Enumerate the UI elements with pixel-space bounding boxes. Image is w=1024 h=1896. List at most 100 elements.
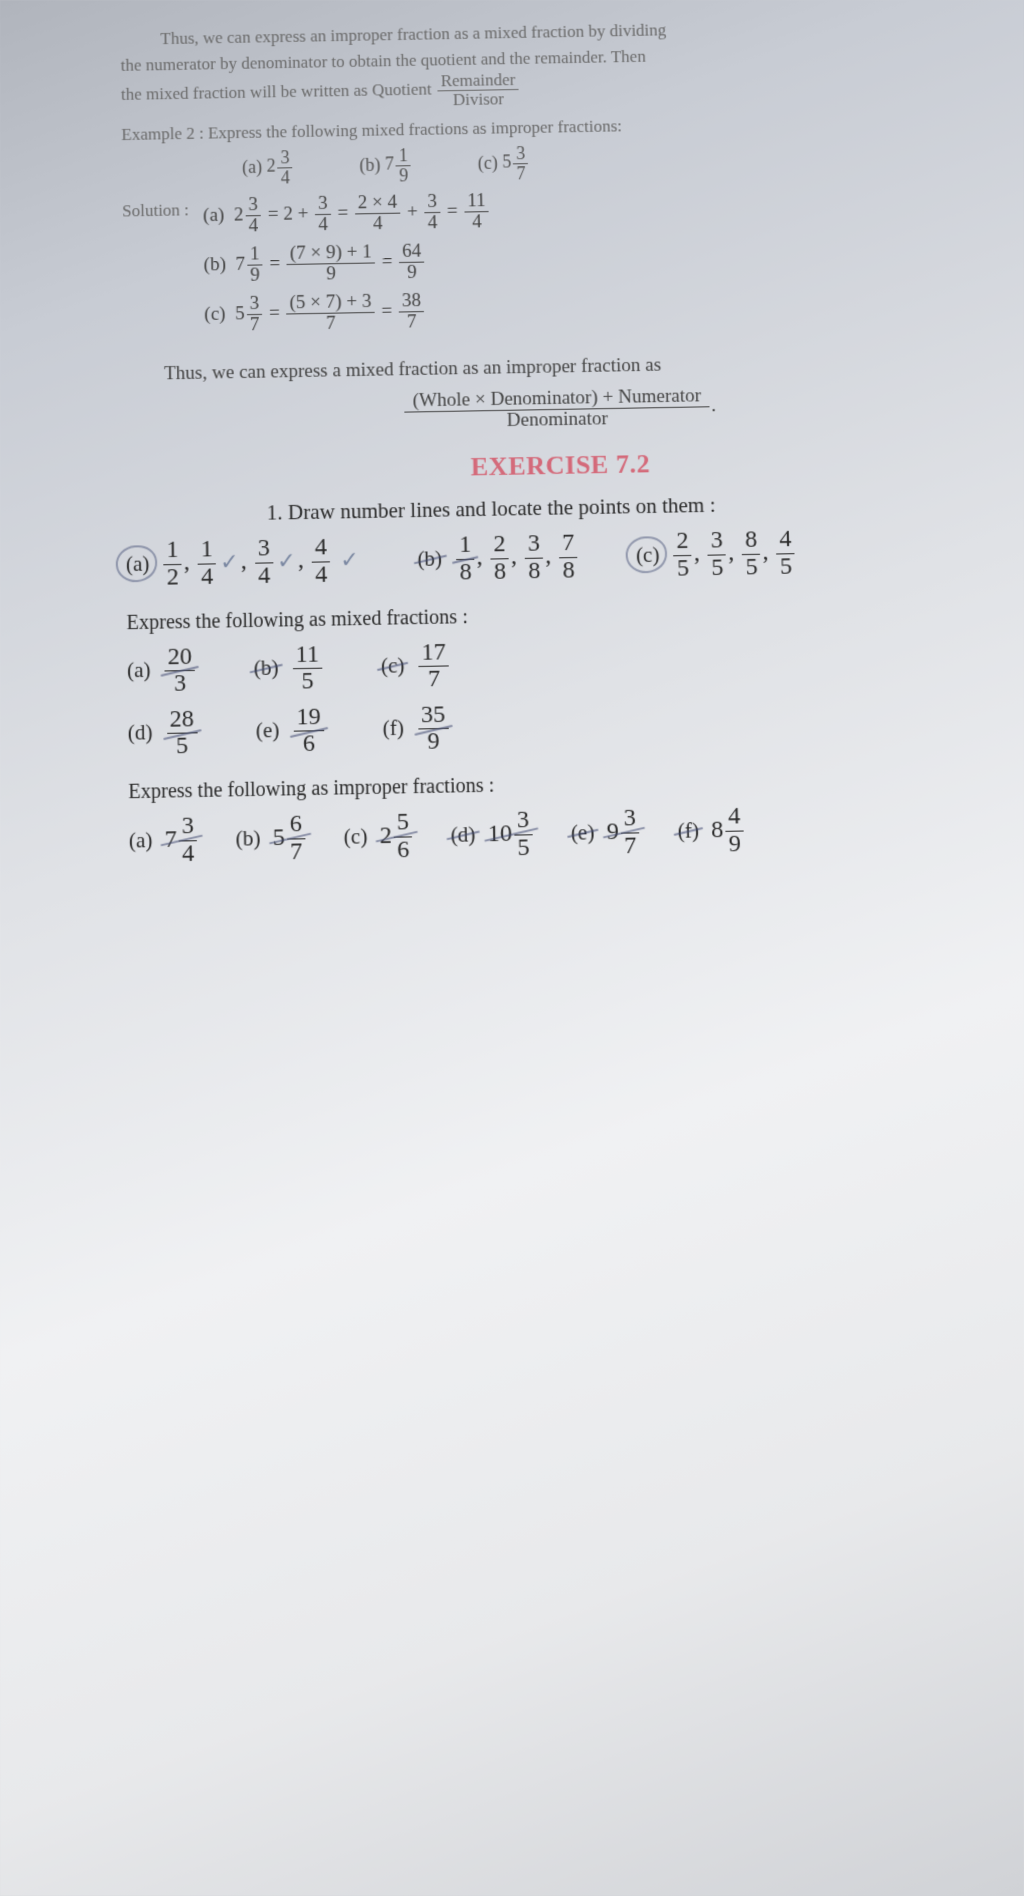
formula: (Whole × Denominator) + Numerator Denomi… xyxy=(124,381,995,438)
whole: 2 xyxy=(266,156,275,176)
d: 5 xyxy=(742,554,761,580)
q2-c: (c) 177 xyxy=(381,640,452,694)
q2-a: (a) 203 xyxy=(127,644,198,698)
w: 2 xyxy=(379,822,392,849)
q3-row: (a) 734 (b) 567 (c) 256 (d) 1035 (e) 937… xyxy=(129,800,1006,868)
d: 4 xyxy=(179,841,198,867)
page: Thus, we can express an improper fractio… xyxy=(0,0,1024,1896)
n: 3 xyxy=(245,195,261,216)
d: 7 xyxy=(399,312,424,333)
solution-block: Solution : (a) 234 = 2 + 34 = 2 × 44 + 3… xyxy=(122,175,993,346)
n: 5 xyxy=(393,810,412,837)
option-b: (b) 719 xyxy=(359,146,413,186)
q3-e: (e) 937 xyxy=(570,806,641,860)
d: 8 xyxy=(559,558,578,584)
n: 1 xyxy=(247,245,263,266)
n: 7 xyxy=(559,531,578,558)
frac-den: 7 xyxy=(513,164,528,183)
eq: = xyxy=(447,201,458,222)
d: 5 xyxy=(708,555,727,581)
d: 7 xyxy=(287,313,375,335)
d: 2 xyxy=(164,565,182,591)
d: 7 xyxy=(419,666,450,692)
d: 9 xyxy=(418,729,449,755)
n: 6 xyxy=(287,812,306,839)
n: 1 xyxy=(456,533,475,560)
lab: (e) xyxy=(256,718,280,743)
n: 11 xyxy=(464,191,489,212)
q1-set-c: (c) 25, 35, 85, 45 xyxy=(635,527,797,582)
n: 8 xyxy=(742,528,761,555)
d: 4 xyxy=(198,564,216,590)
n: 3 xyxy=(246,294,262,315)
exercise-heading: EXERCISE 7.2 xyxy=(125,443,996,489)
q2-row2: (d) 285 (e) 196 (f) 359 xyxy=(127,693,1003,761)
n: (5 × 7) + 3 xyxy=(286,292,374,315)
q3-text: Express the following as improper fracti… xyxy=(128,766,1004,805)
formula-den: Denominator xyxy=(405,408,710,434)
lab: (b) xyxy=(417,546,442,571)
d: 4 xyxy=(425,213,441,233)
lab: (b) xyxy=(204,254,227,276)
eq: = xyxy=(381,301,392,322)
frac-den: 9 xyxy=(396,166,411,185)
d: 4 xyxy=(355,214,401,235)
lab: (d) xyxy=(450,822,475,847)
n: 3 xyxy=(707,528,726,555)
q2-d: (d) 285 xyxy=(127,707,199,761)
n: 3 xyxy=(514,808,533,835)
blank-space xyxy=(129,863,1020,1419)
q3-c: (c) 256 xyxy=(343,810,414,864)
d: 5 xyxy=(777,554,796,580)
quotient-fraction: Remainder Divisor xyxy=(438,71,519,109)
frac-num: 1 xyxy=(396,146,411,166)
lab: (e) xyxy=(571,819,595,844)
d: 5 xyxy=(674,556,693,582)
w: 9 xyxy=(606,818,619,845)
q1-set-b: (b) 18, 28, 38, 78 xyxy=(417,531,580,586)
q2-text: Express the following as mixed fractions… xyxy=(126,596,1000,635)
solution-a: (a) 234 = 2 + 34 = 2 × 44 + 34 = 114 xyxy=(203,191,491,237)
txt: 2 + xyxy=(283,203,308,225)
d: 8 xyxy=(491,559,510,585)
lab: (c) xyxy=(381,653,405,678)
d: 9 xyxy=(399,263,424,284)
d: 4 xyxy=(465,212,490,233)
w: 10 xyxy=(487,820,512,847)
n: 3 xyxy=(524,531,543,558)
lab: (d) xyxy=(128,720,153,745)
n: (7 × 9) + 1 xyxy=(287,243,375,266)
q3-d: (d) 1035 xyxy=(450,808,535,862)
n: 4 xyxy=(725,804,744,831)
lab: (c) xyxy=(204,303,225,325)
d: 9 xyxy=(247,266,263,286)
solution-c: (c) 537 = (5 × 7) + 37 = 387 xyxy=(204,290,493,336)
d: 8 xyxy=(525,558,544,584)
n: 3 xyxy=(620,806,639,833)
n: 35 xyxy=(418,702,449,729)
q1-text: 1. Draw number lines and locate the poin… xyxy=(125,488,997,529)
d: 6 xyxy=(394,837,413,863)
lab: (a) xyxy=(127,657,151,682)
q3-b: (b) 567 xyxy=(235,812,307,866)
intro-block: Thus, we can express an improper fractio… xyxy=(120,12,986,115)
frac-num: 3 xyxy=(513,144,528,164)
opt-label: (c) xyxy=(478,152,498,172)
d: 5 xyxy=(514,835,533,861)
n: 3 xyxy=(255,536,274,563)
n: 1 xyxy=(198,537,216,564)
q1-set-a: (a) 12, 14✓, 34✓, 44 ✓ xyxy=(126,535,362,591)
lab: (a) xyxy=(203,205,224,227)
d: 4 xyxy=(315,215,331,235)
d: 5 xyxy=(167,734,198,760)
q3-a: (a) 734 xyxy=(129,814,200,868)
d: 7 xyxy=(247,315,263,335)
frac-num: Remainder xyxy=(438,71,519,91)
option-a: (a) 234 xyxy=(242,148,295,188)
n: 28 xyxy=(166,707,197,734)
q3-f: (f) 849 xyxy=(677,804,746,858)
n: 64 xyxy=(399,242,424,264)
solution-label: Solution : xyxy=(122,201,189,222)
lab: (c) xyxy=(636,542,660,567)
tick-icon: ✓ xyxy=(220,548,239,574)
